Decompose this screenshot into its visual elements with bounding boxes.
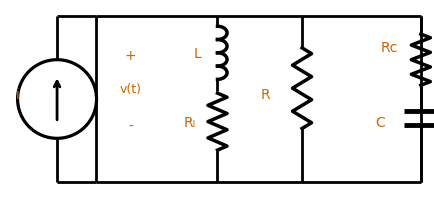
Text: R: R — [260, 88, 270, 102]
Text: Rᴄ: Rᴄ — [379, 41, 397, 55]
Text: L: L — [194, 47, 201, 61]
Text: i: i — [16, 88, 20, 102]
Text: v(t): v(t) — [119, 83, 141, 96]
Text: C: C — [375, 116, 384, 130]
Text: +: + — [125, 49, 136, 63]
Text: -: - — [128, 120, 133, 133]
Text: Rₗ: Rₗ — [183, 116, 195, 130]
